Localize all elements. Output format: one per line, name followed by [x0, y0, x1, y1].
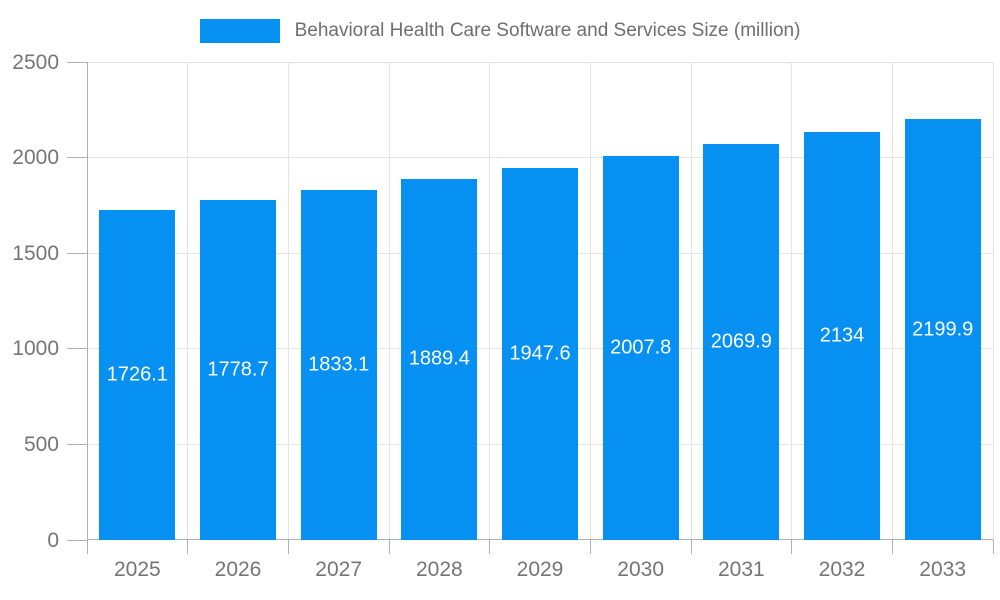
bar-value-label: 1726.1 [106, 363, 168, 386]
x-axis-label: 2025 [113, 558, 161, 581]
x-axis-tick [992, 540, 994, 554]
x-axis-label: 2031 [717, 558, 765, 581]
x-axis-tick [589, 540, 591, 554]
vertical-gridline [489, 62, 491, 540]
y-axis-label: 1500 [12, 241, 59, 265]
bar-value-label: 1833.1 [308, 353, 370, 376]
vertical-gridline [287, 62, 289, 540]
x-axis-label: 2029 [516, 558, 564, 581]
x-axis-tick [891, 540, 893, 554]
y-axis-tick [67, 443, 87, 445]
vertical-gridline [388, 62, 390, 540]
bar-value-label: 1947.6 [509, 342, 571, 365]
x-axis-tick [791, 540, 793, 554]
y-axis-line [87, 62, 88, 540]
bar[interactable]: 2134 [804, 131, 880, 540]
horizontal-gridline [87, 61, 993, 63]
bar[interactable]: 2199.9 [904, 119, 981, 540]
bar-value-label: 2199.9 [912, 318, 974, 341]
vertical-gridline [589, 62, 591, 540]
x-axis-label: 2032 [818, 558, 866, 581]
bar-value-label: 2007.8 [610, 336, 672, 359]
x-axis-tick [187, 540, 189, 554]
x-axis-label: 2026 [214, 558, 262, 581]
bar-value-label: 2134 [819, 324, 865, 347]
x-axis-tick [287, 540, 289, 554]
x-axis-label: 2033 [919, 558, 967, 581]
plot-area: 0 500 1000 1500 2000 2500 1726.1 2025 1778.7 2026… [12, 52, 994, 580]
vertical-gridline [791, 62, 793, 540]
y-axis-tick [67, 157, 87, 159]
bar[interactable]: 1726.1 [99, 209, 176, 540]
y-axis-label: 2500 [12, 50, 59, 74]
x-axis-label: 2028 [415, 558, 463, 581]
bar-value-label: 2069.9 [710, 330, 772, 353]
y-axis-label: 0 [47, 528, 59, 552]
y-axis-label: 2000 [12, 146, 59, 170]
y-axis-tick [67, 539, 87, 541]
y-axis-tick [67, 61, 87, 63]
x-axis-tick [489, 540, 491, 554]
x-axis-label: 2027 [315, 558, 363, 581]
x-axis-tick [86, 540, 88, 554]
vertical-gridline [690, 62, 692, 540]
bar[interactable]: 1833.1 [300, 189, 377, 540]
vertical-gridline [891, 62, 893, 540]
bar[interactable]: 2007.8 [602, 156, 679, 540]
bar[interactable]: 1947.6 [502, 167, 578, 540]
x-axis-tick [388, 540, 390, 554]
vertical-gridline [992, 62, 994, 540]
bar[interactable]: 1778.7 [200, 199, 276, 540]
bar[interactable]: 2069.9 [703, 144, 780, 540]
bar-value-label: 1889.4 [408, 347, 470, 370]
chart-legend[interactable]: Behavioral Health Care Software and Serv… [0, 19, 1000, 43]
y-axis-tick [67, 348, 87, 350]
bar[interactable]: 1889.4 [401, 178, 478, 540]
horizontal-gridline [87, 157, 993, 159]
x-axis-tick [690, 540, 692, 554]
bar-value-label: 1778.7 [207, 358, 269, 381]
legend-label: Behavioral Health Care Software and Serv… [294, 20, 801, 41]
x-axis-label: 2030 [617, 558, 665, 581]
y-axis-label: 1000 [12, 337, 59, 361]
vertical-gridline [187, 62, 189, 540]
y-axis-label: 500 [23, 432, 59, 456]
legend-swatch-icon [199, 19, 280, 43]
y-axis-tick [67, 252, 87, 254]
